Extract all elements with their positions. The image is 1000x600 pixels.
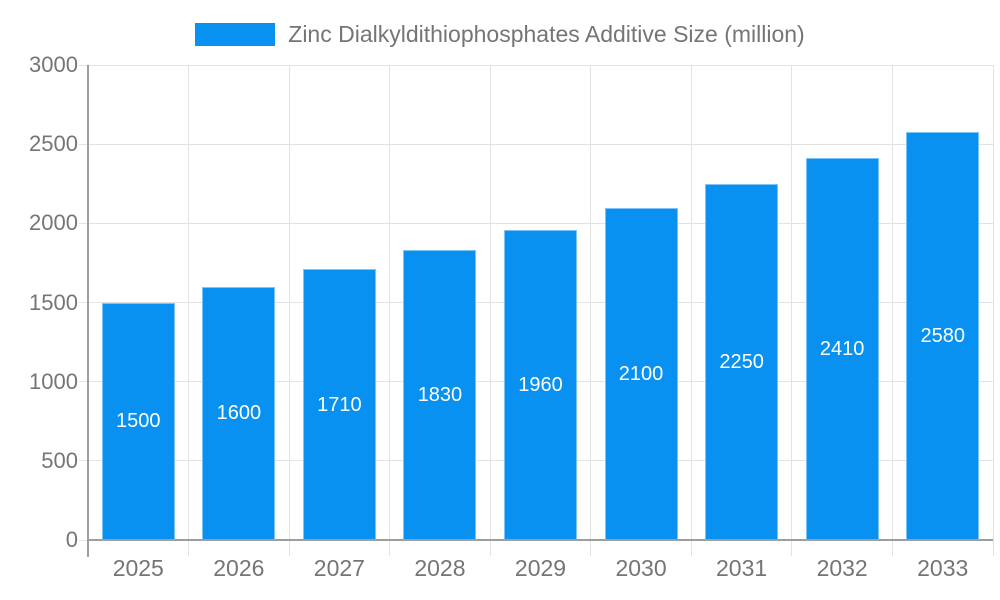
bar: 2250 <box>705 183 779 540</box>
x-gridline <box>690 65 692 556</box>
x-axis-label: 2025 <box>112 555 164 581</box>
x-gridline <box>992 65 994 556</box>
y-axis-label: 0 <box>65 527 78 552</box>
bar-value-label: 1600 <box>216 402 262 425</box>
bar-value-label: 2250 <box>719 350 764 373</box>
bar: 2580 <box>906 131 980 540</box>
y-gridline <box>79 222 993 224</box>
x-axis-label: 2032 <box>816 555 868 581</box>
x-axis-line <box>87 539 993 541</box>
x-gridline <box>188 65 190 556</box>
bar-value-label: 1830 <box>417 384 463 407</box>
bar-value-label: 2580 <box>920 324 965 347</box>
x-axis-label: 2028 <box>414 555 466 581</box>
bar-value-label: 2410 <box>819 338 865 361</box>
bar-value-label: 1500 <box>116 410 161 433</box>
x-axis-label: 2031 <box>716 555 768 581</box>
x-gridline <box>389 65 391 556</box>
bar: 2410 <box>805 158 879 540</box>
chart-title: Zinc Dialkyldithiophosphates Additive Si… <box>288 20 805 47</box>
bar: 1600 <box>202 286 276 540</box>
x-axis-label: 2030 <box>615 555 667 581</box>
x-axis-label: 2029 <box>514 555 567 581</box>
legend: Zinc Dialkyldithiophosphates Additive Si… <box>0 20 1000 48</box>
x-gridline <box>489 65 491 556</box>
bar: 1710 <box>302 269 376 540</box>
x-gridline <box>891 65 893 556</box>
bar-value-label: 2100 <box>618 362 664 385</box>
y-axis-label: 1500 <box>29 289 78 315</box>
x-gridline <box>791 65 793 556</box>
bar-value-label: 1710 <box>317 393 362 416</box>
x-gridline <box>590 65 592 556</box>
y-gridline <box>79 64 993 66</box>
x-axis-label: 2033 <box>917 555 969 581</box>
y-axis-label: 3000 <box>29 52 78 77</box>
x-gridline <box>288 65 290 556</box>
bar: 1830 <box>403 250 477 540</box>
legend-swatch <box>195 22 276 46</box>
y-axis-label: 2500 <box>29 131 78 157</box>
bar: 1500 <box>101 302 175 540</box>
bar-value-label: 1960 <box>518 373 563 396</box>
y-axis-label: 1000 <box>29 368 78 394</box>
y-axis-label: 2000 <box>29 210 78 236</box>
x-axis-label: 2026 <box>213 555 265 581</box>
y-axis-line <box>87 65 89 557</box>
y-axis-label: 500 <box>41 447 78 473</box>
y-gridline <box>79 143 993 145</box>
x-axis-label: 2027 <box>313 555 365 581</box>
bar: 2100 <box>604 207 678 540</box>
bar: 1960 <box>504 229 577 540</box>
